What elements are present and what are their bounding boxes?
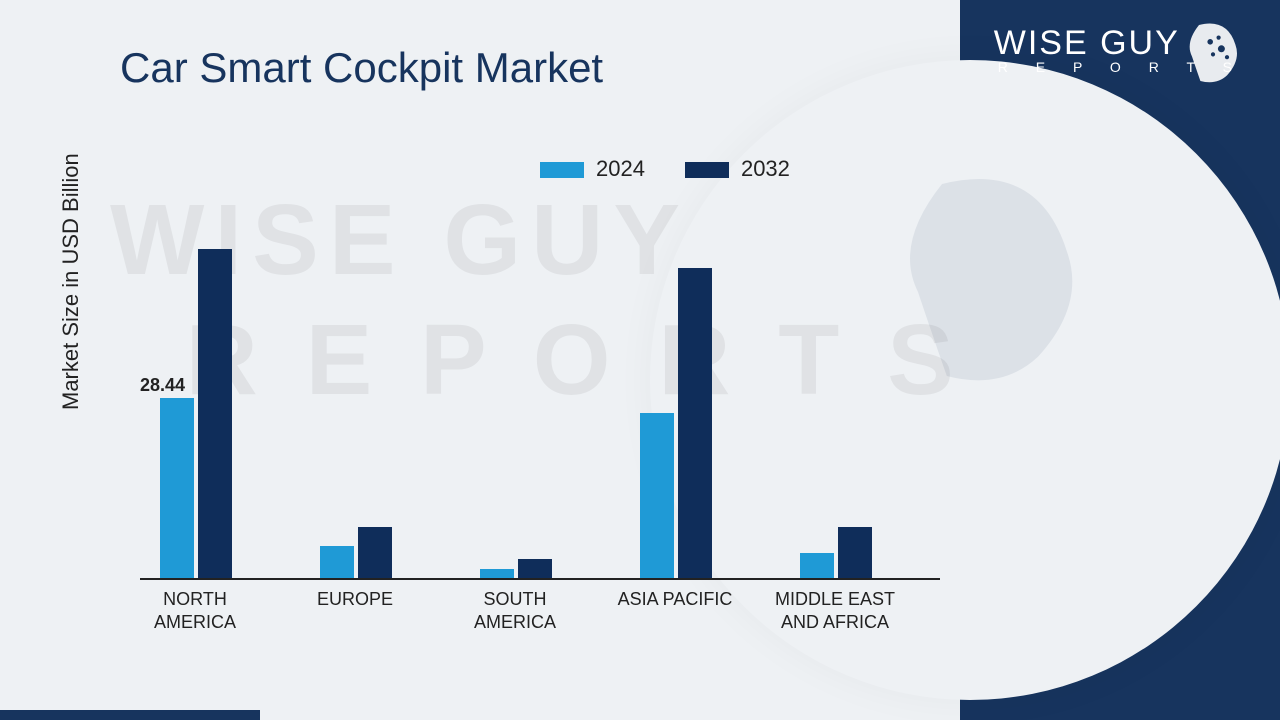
brand-logo: WISE GUY R E P O R T S bbox=[994, 24, 1244, 75]
bar-group bbox=[160, 249, 232, 578]
bar-group bbox=[640, 268, 712, 578]
category-label: MIDDLE EAST AND AFRICA bbox=[770, 588, 900, 633]
bar-2024 bbox=[320, 546, 354, 578]
chart-area: Market Size in USD Billion 28.44 NORTH A… bbox=[50, 140, 960, 700]
bar-2024 bbox=[480, 569, 514, 579]
value-label: 28.44 bbox=[140, 375, 185, 396]
category-label: EUROPE bbox=[290, 588, 420, 611]
y-axis-label: Market Size in USD Billion bbox=[58, 153, 84, 410]
bar-group bbox=[480, 559, 552, 578]
category-label: NORTH AMERICA bbox=[130, 588, 260, 633]
bar-group bbox=[800, 527, 872, 578]
bar-2024 bbox=[800, 553, 834, 578]
bar-2024 bbox=[160, 398, 194, 578]
footer-accent-bar bbox=[0, 710, 260, 720]
bar-2032 bbox=[198, 249, 232, 578]
bar-2032 bbox=[518, 559, 552, 578]
category-label: SOUTH AMERICA bbox=[450, 588, 580, 633]
plot-area: 28.44 bbox=[140, 200, 940, 580]
bar-2032 bbox=[358, 527, 392, 578]
bar-2032 bbox=[678, 268, 712, 578]
category-label: ASIA PACIFIC bbox=[610, 588, 740, 611]
bar-2032 bbox=[838, 527, 872, 578]
bar-2024 bbox=[640, 413, 674, 578]
x-axis-line bbox=[140, 578, 940, 580]
bar-group bbox=[320, 527, 392, 578]
logo-head-icon bbox=[1178, 18, 1248, 88]
chart-title: Car Smart Cockpit Market bbox=[120, 44, 603, 92]
